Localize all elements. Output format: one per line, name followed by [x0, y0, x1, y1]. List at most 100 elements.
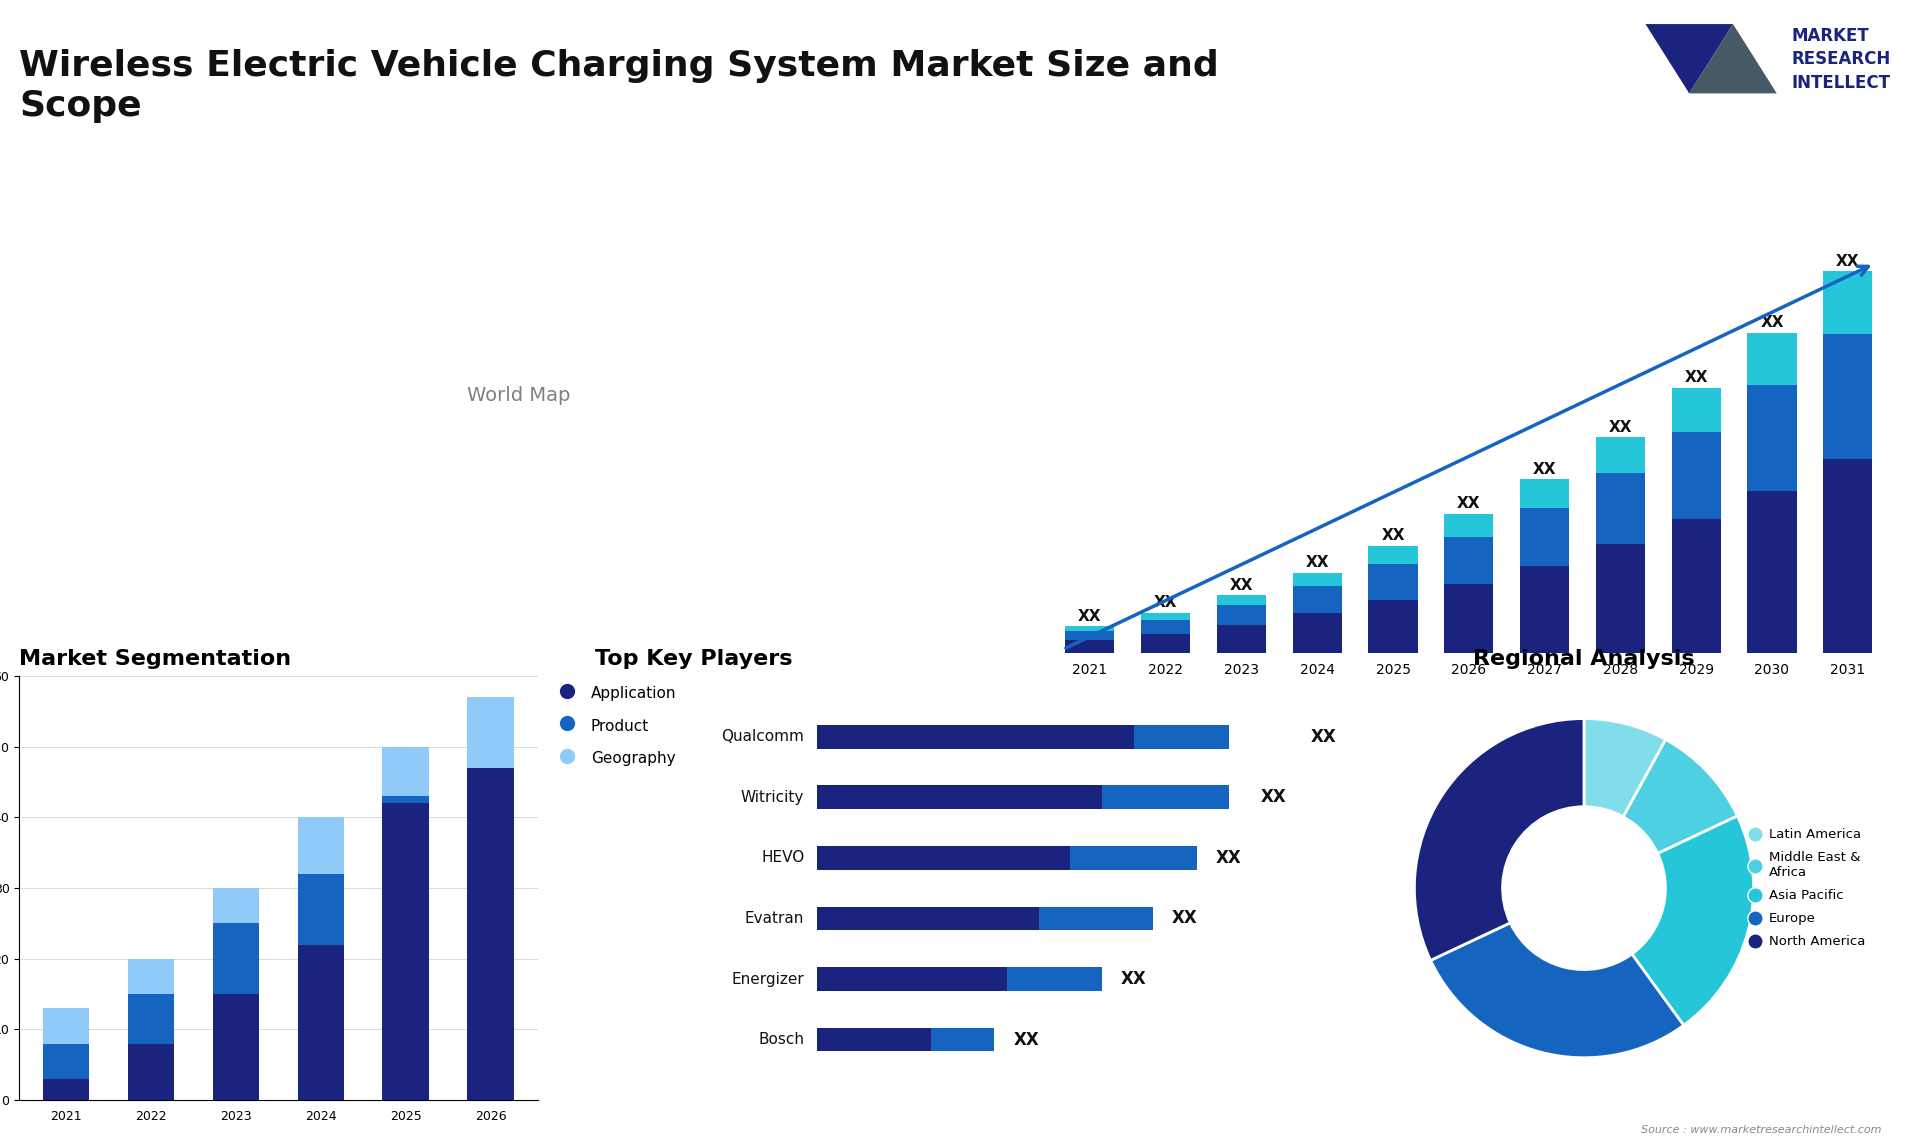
Title: Regional Analysis: Regional Analysis	[1473, 649, 1695, 669]
Bar	[1824, 333, 1872, 458]
Bar	[1140, 634, 1190, 653]
Bar	[1217, 625, 1265, 653]
Text: XX: XX	[1380, 528, 1405, 543]
Wedge shape	[1632, 816, 1753, 1026]
Text: MARKET
RESEARCH
INTELLECT: MARKET RESEARCH INTELLECT	[1791, 26, 1891, 92]
Bar	[42, 1044, 90, 1080]
Bar	[1444, 537, 1494, 583]
Wedge shape	[1430, 923, 1684, 1058]
Text: XX: XX	[1836, 253, 1859, 268]
FancyBboxPatch shape	[931, 1028, 995, 1052]
Bar	[298, 817, 344, 874]
FancyBboxPatch shape	[818, 967, 1006, 991]
Text: Energizer: Energizer	[732, 972, 804, 987]
Bar	[127, 1044, 175, 1100]
Bar	[127, 959, 175, 994]
Legend: Latin America, Middle East &
Africa, Asia Pacific, Europe, North America: Latin America, Middle East & Africa, Asi…	[1751, 829, 1864, 948]
Bar	[1824, 272, 1872, 333]
Bar	[298, 874, 344, 944]
Bar	[1369, 547, 1417, 564]
FancyBboxPatch shape	[1039, 906, 1152, 931]
Bar	[1747, 385, 1797, 490]
Text: XX: XX	[1457, 496, 1480, 511]
Bar	[382, 747, 430, 796]
Text: XX: XX	[1761, 315, 1784, 330]
Bar	[1444, 515, 1494, 537]
Bar	[1140, 613, 1190, 620]
Polygon shape	[1690, 24, 1776, 93]
FancyBboxPatch shape	[818, 906, 1039, 931]
Bar	[1747, 490, 1797, 653]
Polygon shape	[1645, 24, 1734, 93]
Text: Wireless Electric Vehicle Charging System Market Size and
Scope: Wireless Electric Vehicle Charging Syste…	[19, 49, 1219, 123]
Bar	[382, 803, 430, 1100]
FancyBboxPatch shape	[818, 1028, 931, 1052]
Wedge shape	[1622, 739, 1738, 854]
Bar	[1369, 564, 1417, 599]
Legend: Application, Product, Geography: Application, Product, Geography	[555, 684, 676, 767]
Text: XX: XX	[1215, 849, 1242, 866]
Bar	[1521, 508, 1569, 566]
Bar	[213, 924, 259, 994]
Bar	[213, 994, 259, 1100]
FancyBboxPatch shape	[818, 785, 1102, 809]
Bar	[1292, 587, 1342, 613]
FancyBboxPatch shape	[1133, 724, 1292, 748]
Text: XX: XX	[1532, 462, 1557, 477]
Bar	[1066, 639, 1114, 653]
Bar	[1217, 605, 1265, 625]
Text: XX: XX	[1229, 578, 1254, 592]
Text: World Map: World Map	[467, 386, 570, 405]
Bar	[382, 796, 430, 803]
Bar	[1596, 473, 1645, 544]
Text: XX: XX	[1079, 609, 1102, 623]
Bar	[1824, 458, 1872, 653]
Bar	[213, 888, 259, 924]
Text: Bosch: Bosch	[758, 1033, 804, 1047]
Bar	[1747, 332, 1797, 385]
Bar	[1140, 620, 1190, 634]
Bar	[467, 768, 515, 1100]
Bar	[467, 697, 515, 768]
Text: XX: XX	[1154, 596, 1177, 611]
Bar	[1292, 573, 1342, 587]
Text: XX: XX	[1609, 419, 1632, 434]
Bar	[1672, 432, 1720, 519]
Bar	[1672, 388, 1720, 432]
Wedge shape	[1415, 719, 1584, 960]
Bar	[1521, 479, 1569, 508]
Bar	[42, 1008, 90, 1044]
FancyBboxPatch shape	[1071, 846, 1198, 870]
Text: XX: XX	[1311, 728, 1336, 746]
FancyBboxPatch shape	[818, 846, 1071, 870]
Text: Source : www.marketresearchintellect.com: Source : www.marketresearchintellect.com	[1642, 1124, 1882, 1135]
Bar	[1217, 595, 1265, 605]
Text: Evatran: Evatran	[745, 911, 804, 926]
Bar	[1066, 627, 1114, 631]
Text: XX: XX	[1306, 555, 1329, 571]
Bar	[42, 1080, 90, 1100]
Text: Witricity: Witricity	[741, 790, 804, 804]
Bar	[298, 944, 344, 1100]
Text: Qualcomm: Qualcomm	[722, 729, 804, 744]
Bar	[1596, 438, 1645, 473]
Text: HEVO: HEVO	[760, 850, 804, 865]
Bar	[1521, 566, 1569, 653]
Bar	[1066, 631, 1114, 639]
Bar	[1596, 544, 1645, 653]
Text: XX: XX	[1171, 910, 1198, 927]
Text: XX: XX	[1014, 1030, 1039, 1049]
Text: XX: XX	[1121, 970, 1146, 988]
Wedge shape	[1584, 719, 1667, 817]
FancyBboxPatch shape	[818, 724, 1133, 748]
FancyBboxPatch shape	[1102, 785, 1242, 809]
Bar	[127, 994, 175, 1044]
Bar	[1292, 613, 1342, 653]
FancyBboxPatch shape	[1006, 967, 1102, 991]
Text: Market Segmentation: Market Segmentation	[19, 649, 292, 669]
Bar	[1672, 519, 1720, 653]
Text: XX: XX	[1684, 370, 1709, 385]
Bar	[1444, 583, 1494, 653]
Text: XX: XX	[1260, 788, 1286, 807]
Bar	[1369, 599, 1417, 653]
